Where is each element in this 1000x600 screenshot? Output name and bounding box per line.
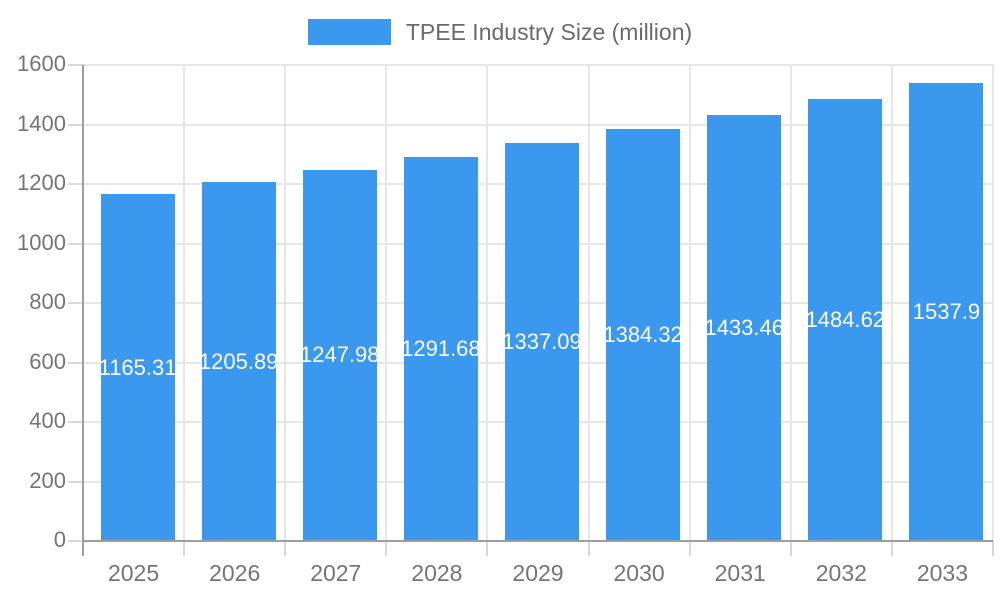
x-axis-tick — [183, 541, 186, 556]
x-axis-tick — [385, 541, 388, 556]
v-gridline — [486, 65, 489, 541]
x-axis-line — [82, 540, 993, 542]
bar-value-label: 1205.89 — [201, 348, 276, 374]
v-gridline — [688, 65, 691, 541]
v-gridline — [385, 65, 388, 541]
x-tick-label-2033: 2033 — [916, 560, 969, 586]
chart-legend: TPEE Industry Size (million) — [0, 17, 1000, 47]
y-tick-label: 1400 — [17, 110, 66, 136]
y-axis-tick — [68, 421, 83, 423]
v-gridline — [789, 65, 792, 541]
bar-2032[interactable]: 1484.62 — [808, 99, 883, 541]
x-tick-label-2032: 2032 — [815, 560, 867, 586]
h-gridline — [83, 123, 993, 126]
x-axis-tick — [587, 541, 590, 556]
y-tick-label: 1200 — [17, 170, 66, 195]
y-axis-tick — [68, 540, 83, 542]
v-gridline — [992, 65, 994, 541]
y-tick-label: 0 — [53, 527, 66, 552]
y-axis-tick — [68, 64, 83, 66]
bar-value-label: 1384.32 — [606, 322, 681, 348]
y-axis-tick — [68, 480, 83, 483]
y-tick-label: 600 — [29, 348, 66, 374]
y-tick-label: 400 — [29, 408, 66, 433]
h-gridline — [83, 64, 993, 66]
bar-2030[interactable]: 1384.32 — [606, 129, 681, 541]
bar-2027[interactable]: 1247.98 — [302, 169, 377, 541]
y-axis-tick — [68, 302, 83, 304]
bar-value-label: 1337.09 — [505, 329, 579, 355]
x-tick-label-2031: 2031 — [714, 560, 766, 586]
bar-value-label: 1537.9 — [912, 299, 981, 325]
legend-label: TPEE Industry Size (million) — [405, 19, 693, 45]
bar-2033[interactable]: 1537.9 — [909, 83, 984, 541]
x-axis-tick — [890, 541, 893, 556]
bar-2026[interactable]: 1205.89 — [201, 182, 276, 541]
x-tick-label-2029: 2029 — [512, 560, 564, 586]
v-gridline — [890, 65, 893, 541]
bar-value-label: 1165.31 — [100, 354, 175, 380]
x-axis-tick — [486, 541, 489, 556]
bar-value-label: 1247.98 — [302, 342, 377, 368]
bar-2031[interactable]: 1433.46 — [707, 114, 782, 541]
x-tick-label-2025: 2025 — [107, 560, 160, 586]
legend-swatch-icon — [307, 19, 391, 45]
x-axis-tick — [688, 541, 691, 556]
v-gridline — [183, 65, 186, 541]
x-axis-tick — [992, 541, 994, 556]
bar-value-label: 1291.68 — [403, 335, 478, 361]
x-tick-label-2028: 2028 — [411, 560, 463, 586]
v-gridline — [587, 65, 590, 541]
x-axis-tick — [284, 541, 287, 556]
bar-2025[interactable]: 1165.31 — [100, 194, 175, 541]
v-gridline — [284, 65, 287, 541]
y-axis-tick — [68, 183, 83, 185]
y-tick-label: 800 — [29, 289, 66, 314]
x-axis-tick — [789, 541, 792, 556]
bar-2028[interactable]: 1291.68 — [403, 156, 478, 541]
legend-item[interactable]: TPEE Industry Size (million) — [307, 19, 693, 45]
y-tick-label: 200 — [29, 467, 66, 493]
y-axis-tick — [68, 242, 83, 245]
x-tick-label-2026: 2026 — [209, 560, 261, 586]
x-tick-label-2027: 2027 — [310, 560, 362, 586]
x-tick-label-2030: 2030 — [613, 560, 665, 586]
bar-2029[interactable]: 1337.09 — [505, 143, 579, 541]
y-tick-label: 1600 — [17, 51, 66, 76]
y-tick-label: 1000 — [17, 229, 66, 255]
y-axis-line — [82, 65, 84, 556]
y-axis-tick — [68, 361, 83, 364]
bar-value-label: 1433.46 — [707, 314, 782, 340]
bar-value-label: 1484.62 — [808, 307, 883, 333]
y-axis-tick — [68, 123, 83, 126]
